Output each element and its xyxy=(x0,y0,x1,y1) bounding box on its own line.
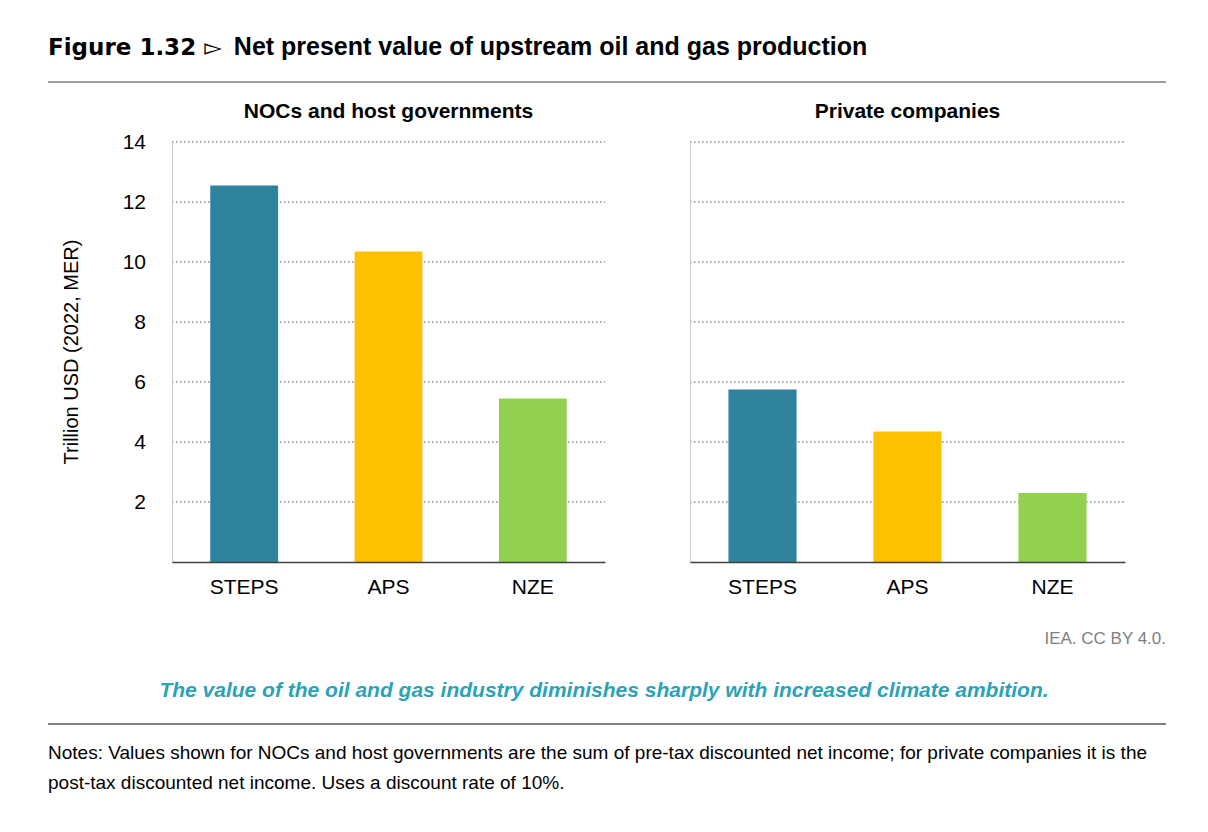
y-tick-label: 8 xyxy=(134,310,146,333)
figure-title: Figure 1.32 ▻ Net present value of upstre… xyxy=(48,32,867,60)
grid-line xyxy=(690,321,1125,323)
y-tick-label: 14 xyxy=(123,130,147,153)
x-axis: STEPS APS NZE xyxy=(691,562,1126,598)
figure: Figure 1.32 ▻ Net present value of upstre… xyxy=(0,0,1208,832)
panel-title: NOCs and host governments xyxy=(244,99,533,122)
y-tick-label: 2 xyxy=(134,490,146,513)
y-tick-label: 12 xyxy=(123,190,146,213)
x-tick: APS xyxy=(367,562,409,598)
panel: NOCs and host governments 2 4 6 8 10 12 14 STEPS… xyxy=(60,99,606,598)
x-tick: NZE xyxy=(512,562,554,598)
x-tick-label: NZE xyxy=(512,575,554,598)
y-axis xyxy=(690,143,692,563)
notes: Notes: Values shown for NOCs and host go… xyxy=(48,738,1178,798)
x-tick-label: NZE xyxy=(1032,575,1074,598)
bar xyxy=(499,399,567,563)
figure-title-text: Net present value of upstream oil and ga… xyxy=(234,32,867,60)
y-axis-line xyxy=(690,143,691,563)
y-tick: 12 xyxy=(123,190,172,213)
y-tick: 8 xyxy=(134,310,172,333)
y-axis: 2 4 6 8 10 12 14 xyxy=(123,130,173,562)
y-tick: 14 xyxy=(123,130,172,153)
footer-rule xyxy=(48,723,1166,725)
y-tick-label: 10 xyxy=(123,250,146,273)
x-tick: STEPS xyxy=(210,562,279,598)
x-axis-line xyxy=(173,562,606,564)
bar xyxy=(210,186,278,563)
x-tick-label: STEPS xyxy=(210,575,279,598)
bar xyxy=(1018,493,1086,562)
y-tick: 4 xyxy=(134,430,172,453)
y-axis-title: Trillion USD (2022, MER) xyxy=(60,240,82,465)
panel-title: Private companies xyxy=(815,99,1001,122)
grid-line xyxy=(690,201,1125,203)
bar xyxy=(873,432,941,563)
x-tick-label: APS xyxy=(367,575,409,598)
y-tick: 10 xyxy=(123,250,172,273)
x-tick-label: STEPS xyxy=(728,575,797,598)
panel: Private companies STEPS APS NZE xyxy=(690,99,1126,598)
y-tick-label: 4 xyxy=(134,430,146,453)
grid-line xyxy=(690,141,1125,143)
header-rule xyxy=(48,81,1166,83)
caption: The value of the oil and gas industry di… xyxy=(159,678,1048,701)
figure-label: Figure 1.32 ▻ xyxy=(48,34,222,60)
y-tick-label: 6 xyxy=(134,370,146,393)
source: IEA. CC BY 4.0. xyxy=(1044,629,1166,648)
bar xyxy=(728,390,796,563)
y-tick: 2 xyxy=(134,490,172,513)
grid-line xyxy=(690,381,1125,383)
x-tick-label: APS xyxy=(886,575,928,598)
grid-line xyxy=(172,141,605,143)
bars xyxy=(728,390,1086,563)
bar xyxy=(355,252,423,563)
bars xyxy=(210,186,567,563)
x-axis: STEPS APS NZE xyxy=(173,562,606,598)
x-tick: APS xyxy=(886,562,928,598)
x-tick: NZE xyxy=(1032,562,1074,598)
y-tick: 6 xyxy=(134,370,172,393)
x-axis-line xyxy=(691,562,1126,564)
y-axis-line xyxy=(172,143,173,563)
grid-line xyxy=(690,261,1125,263)
x-tick: STEPS xyxy=(728,562,797,598)
